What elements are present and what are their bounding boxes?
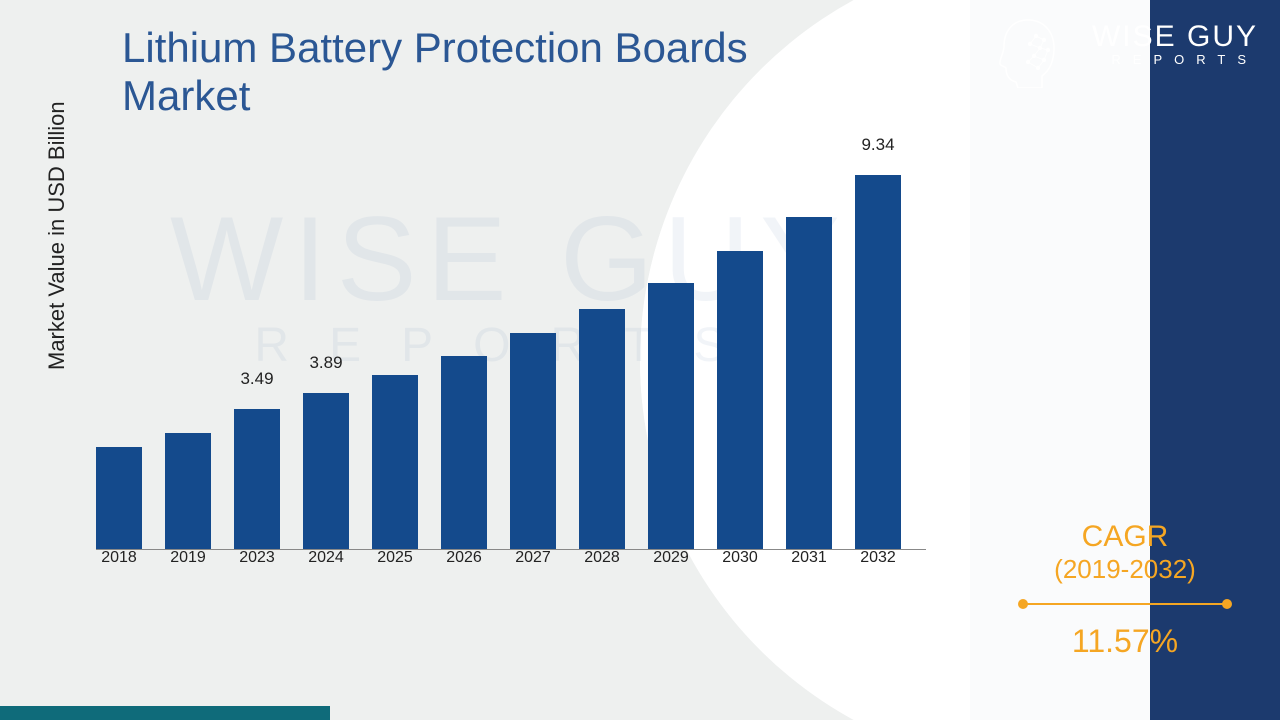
- x-tick-label: 2028: [567, 549, 637, 567]
- bar-chart: 2018201920233.4920243.892025202620272028…: [96, 150, 926, 580]
- logo-line2: REPORTS: [1092, 52, 1258, 67]
- head-profile-icon: [998, 18, 1058, 88]
- cagr-block: CAGR (2019-2032) 11.57%: [1010, 520, 1240, 660]
- bar: [855, 175, 901, 549]
- bar-value-label: 3.89: [291, 353, 361, 373]
- right-panel-content: WISE GUY REPORTS CAGR (2019-2032): [970, 0, 1280, 720]
- cagr-label: CAGR: [1010, 520, 1240, 554]
- x-tick-label: 2019: [153, 549, 223, 567]
- canvas: WISE GUY REPORTS CAGR (2019-2032): [0, 0, 1280, 720]
- brand-logo: WISE GUY REPORTS: [1092, 20, 1258, 67]
- y-axis-label: Market Value in USD Billion: [44, 101, 70, 370]
- bar: [717, 251, 763, 549]
- cagr-divider: [1020, 603, 1230, 605]
- x-tick-label: 2025: [360, 549, 430, 567]
- x-tick-label: 2029: [636, 549, 706, 567]
- x-tick-label: 2031: [774, 549, 844, 567]
- chart-title: Lithium Battery Protection Boards Market: [122, 24, 882, 121]
- bar: [510, 333, 556, 549]
- bar: [372, 375, 418, 549]
- x-tick-label: 2018: [84, 549, 154, 567]
- bar: [648, 283, 694, 549]
- cagr-range: (2019-2032): [1010, 554, 1240, 585]
- bar-value-label: 3.49: [222, 369, 292, 389]
- bar: [303, 393, 349, 549]
- x-tick-label: 2032: [843, 549, 913, 567]
- bar-value-label: 9.34: [843, 135, 913, 155]
- bar: [234, 409, 280, 549]
- cagr-value: 11.57%: [1010, 623, 1240, 660]
- logo-line1: WISE GUY: [1092, 20, 1258, 54]
- bar: [786, 217, 832, 549]
- x-tick-label: 2030: [705, 549, 775, 567]
- x-tick-label: 2027: [498, 549, 568, 567]
- bar: [441, 356, 487, 549]
- bottom-accent-bar: [0, 706, 330, 720]
- bar: [165, 433, 211, 549]
- x-tick-label: 2023: [222, 549, 292, 567]
- bar: [96, 447, 142, 549]
- bar: [579, 309, 625, 549]
- plot-area: 2018201920233.4920243.892025202620272028…: [96, 150, 926, 550]
- x-tick-label: 2026: [429, 549, 499, 567]
- x-tick-label: 2024: [291, 549, 361, 567]
